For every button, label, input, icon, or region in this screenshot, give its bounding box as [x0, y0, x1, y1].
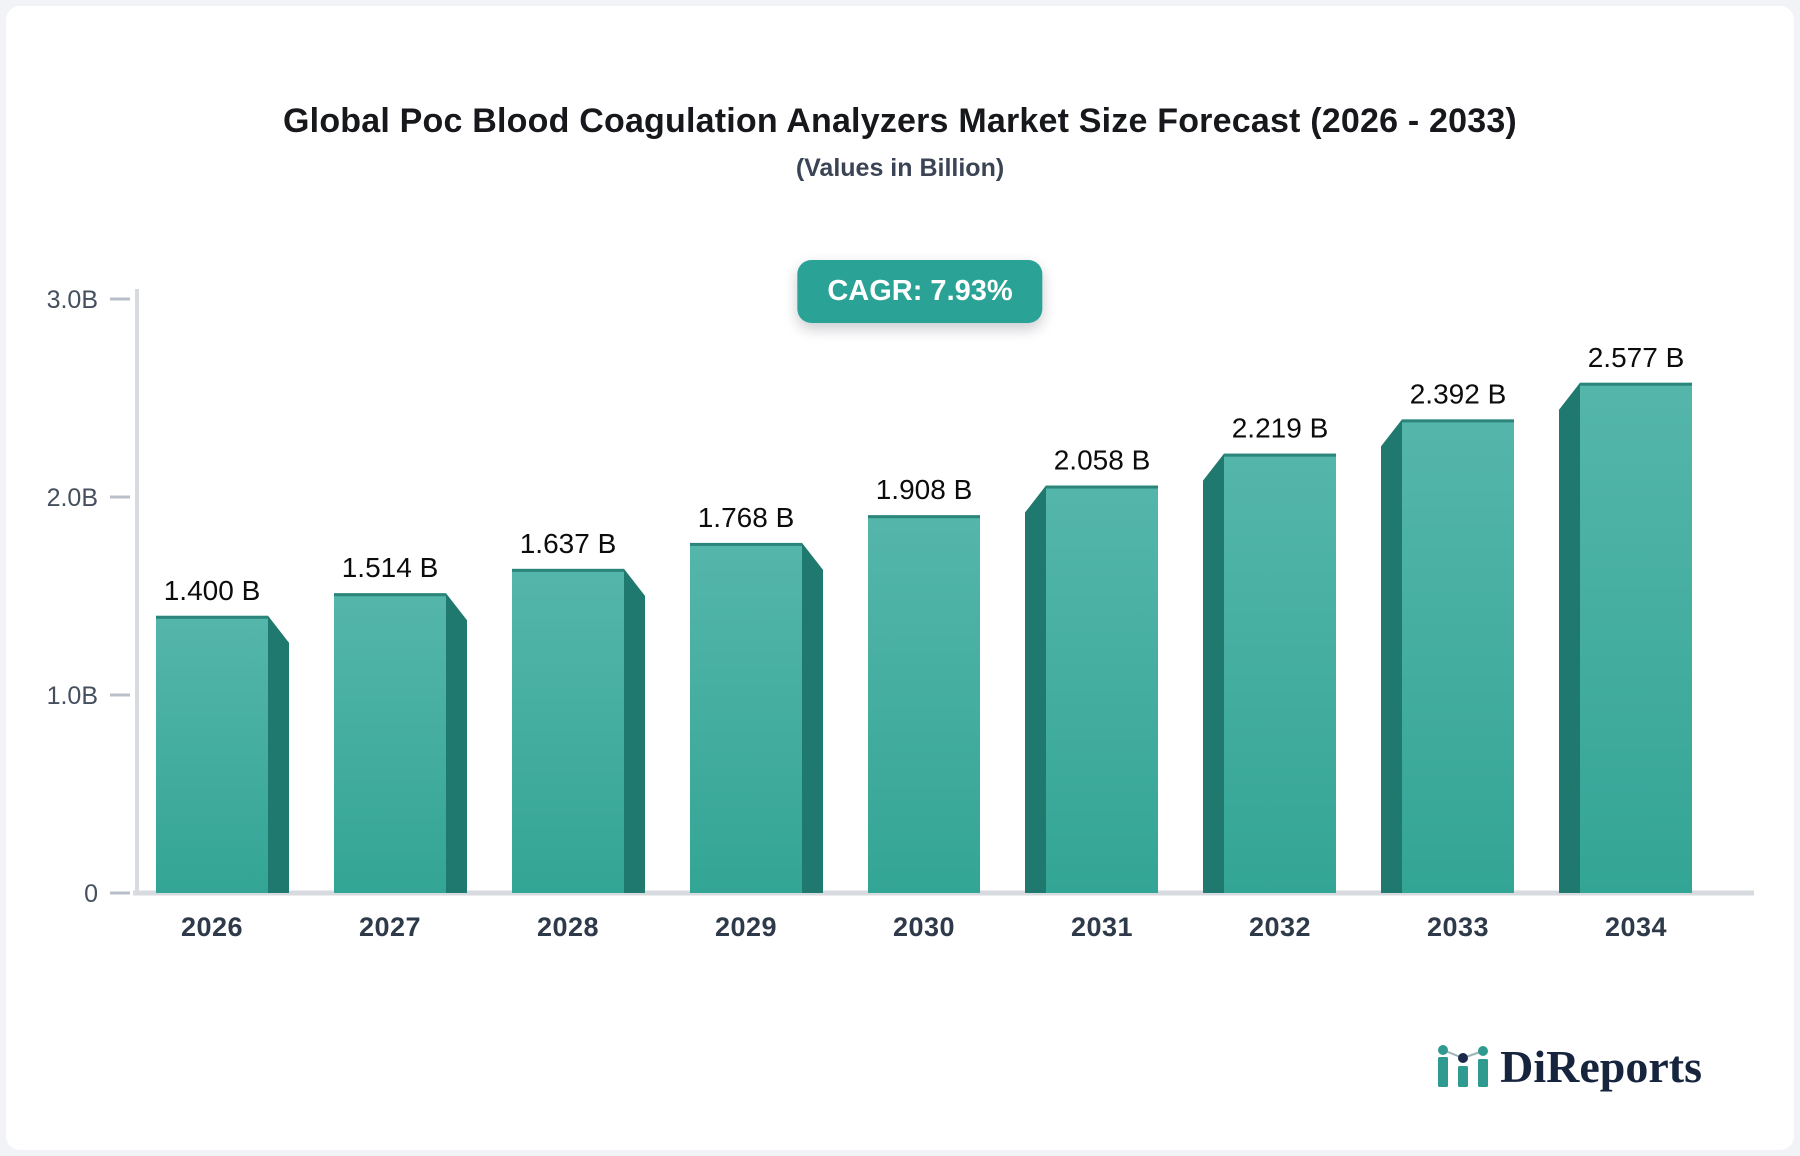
- mini-bar-line-chart-icon: [1438, 1045, 1489, 1087]
- bar-3d-side: [1559, 382, 1580, 893]
- bar-top-edge: [868, 515, 980, 519]
- chart-subtitle: (Values in Billion): [795, 154, 1005, 182]
- bar: [1402, 419, 1514, 893]
- bar: [690, 542, 802, 893]
- bar: [156, 615, 268, 893]
- bar-3d-side: [624, 568, 645, 893]
- bar-3d-side: [1381, 419, 1402, 893]
- x-category-label: 2030: [893, 912, 955, 942]
- x-category-label: 2026: [181, 912, 243, 942]
- bar-3d-side: [802, 542, 823, 893]
- x-category-label: 2032: [1249, 912, 1311, 942]
- bar: [1224, 453, 1336, 893]
- y-tick-label: 3.0B: [47, 286, 98, 314]
- bar-3d-side: [446, 593, 467, 893]
- bar: [868, 515, 980, 893]
- x-category-label: 2028: [537, 912, 599, 942]
- direports-logo: DiReports: [1434, 1038, 1702, 1090]
- bar-top-edge: [1046, 485, 1158, 489]
- logo-text: DiReports: [1500, 1041, 1702, 1092]
- bar-value-label: 2.392 B: [1410, 378, 1507, 409]
- bar-value-label: 2.058 B: [1054, 445, 1151, 476]
- x-category-label: 2034: [1605, 912, 1667, 942]
- bar: [334, 593, 446, 893]
- bar-value-label: 2.577 B: [1588, 342, 1685, 373]
- chart-title: Global Poc Blood Coagulation Analyzers M…: [283, 102, 1517, 140]
- x-category-label: 2033: [1427, 912, 1489, 942]
- bar-top-edge: [690, 542, 802, 546]
- bar-top-edge: [156, 615, 268, 619]
- x-category-label: 2031: [1071, 912, 1133, 942]
- y-tick-label: 1.0B: [47, 682, 98, 710]
- bar-top-edge: [1580, 382, 1692, 386]
- market-size-bar-chart: 0 1.0B 2.0B 3.0B 1.400 B 2026 1.514 B 2027 1.637…: [47, 286, 1754, 942]
- x-category-label: 2029: [715, 912, 777, 942]
- cagr-badge: CAGR: 7.93%: [797, 260, 1043, 323]
- bar-top-edge: [512, 568, 624, 572]
- chart-card: Global Poc Blood Coagulation Analyzers M…: [6, 6, 1794, 1150]
- bar-value-label: 1.514 B: [342, 552, 439, 583]
- bar-top-edge: [1402, 419, 1514, 423]
- y-tick-label: 0: [84, 880, 98, 908]
- bar-value-label: 1.637 B: [520, 528, 617, 559]
- bar-3d-side: [1203, 453, 1224, 893]
- bar-3d-side: [1025, 485, 1046, 893]
- bar: [512, 568, 624, 893]
- x-category-label: 2027: [359, 912, 421, 942]
- bar-value-label: 1.908 B: [876, 474, 973, 505]
- bar-3d-side: [268, 615, 289, 893]
- bar: [1046, 485, 1158, 893]
- bar-value-label: 2.219 B: [1232, 413, 1329, 444]
- bar-value-label: 1.768 B: [698, 502, 795, 533]
- bar-value-label: 1.400 B: [164, 575, 261, 606]
- y-tick-label: 2.0B: [47, 484, 98, 512]
- bar: [1580, 382, 1692, 893]
- bar-top-edge: [334, 593, 446, 597]
- bar-top-edge: [1224, 453, 1336, 457]
